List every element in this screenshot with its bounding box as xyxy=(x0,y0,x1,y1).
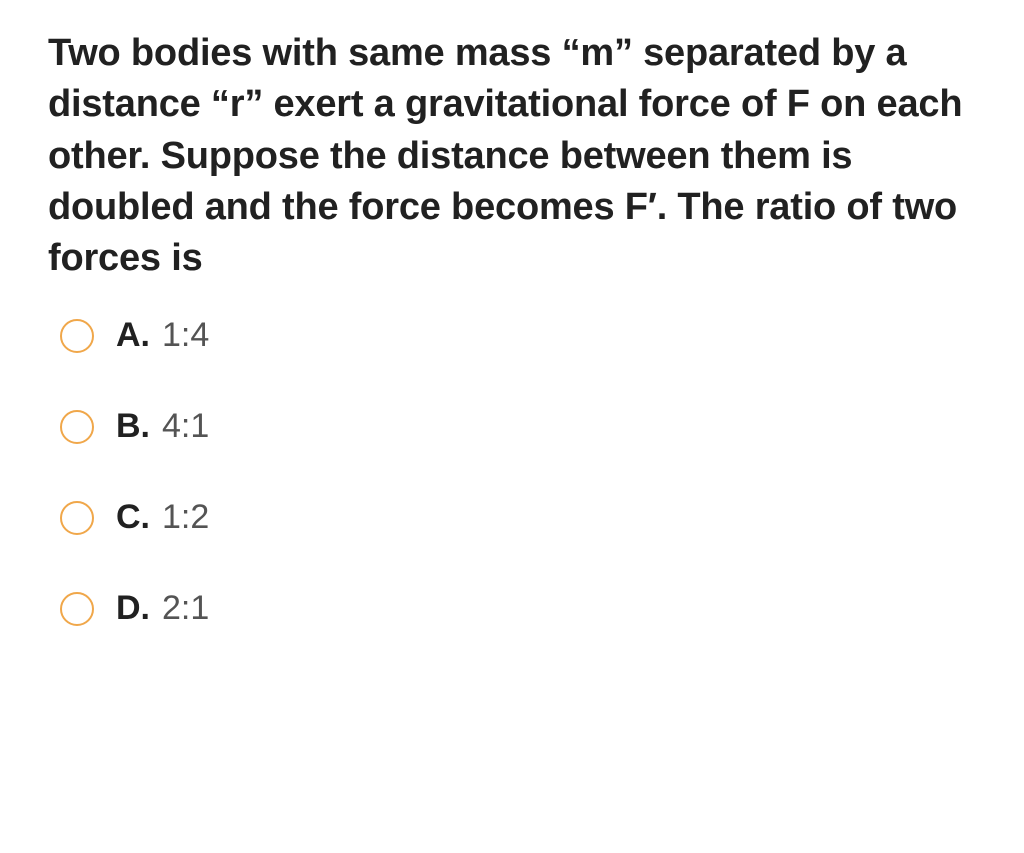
option-label: D. xyxy=(116,589,150,628)
option-text: 4:1 xyxy=(162,407,209,446)
option-text: 1:4 xyxy=(162,316,209,355)
radio-icon[interactable] xyxy=(60,410,94,444)
radio-icon[interactable] xyxy=(60,501,94,535)
question-container: Two bodies with same mass “m” separated … xyxy=(0,0,1024,720)
question-text: Two bodies with same mass “m” separated … xyxy=(48,28,984,284)
option-b[interactable]: B. 4:1 xyxy=(60,407,984,446)
option-label: A. xyxy=(116,316,150,355)
options-list: A. 1:4 B. 4:1 C. 1:2 D. 2:1 xyxy=(48,316,984,628)
option-c[interactable]: C. 1:2 xyxy=(60,498,984,537)
option-text: 2:1 xyxy=(162,589,209,628)
option-d[interactable]: D. 2:1 xyxy=(60,589,984,628)
option-label: B. xyxy=(116,407,150,446)
option-a[interactable]: A. 1:4 xyxy=(60,316,984,355)
option-label: C. xyxy=(116,498,150,537)
radio-icon[interactable] xyxy=(60,319,94,353)
option-text: 1:2 xyxy=(162,498,209,537)
radio-icon[interactable] xyxy=(60,592,94,626)
